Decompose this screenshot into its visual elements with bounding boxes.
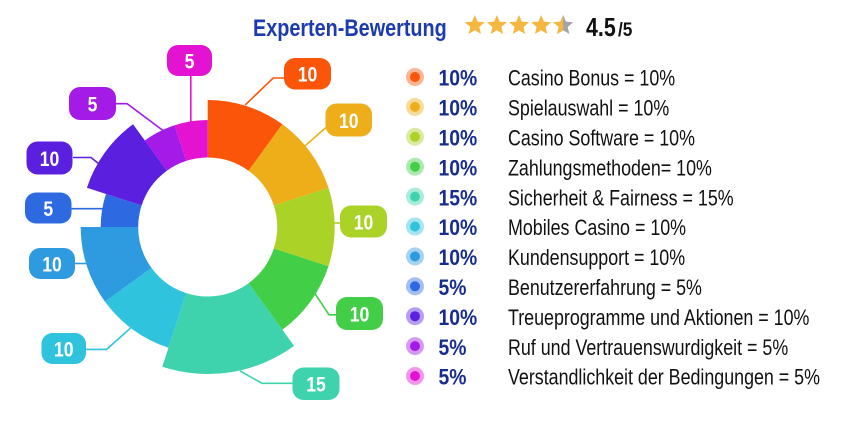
svg-text:10: 10 [42,253,62,277]
svg-text:Sicherheit & Fairness = 15%: Sicherheit & Fairness = 15% [508,187,734,211]
svg-text:10%: 10% [439,246,478,270]
svg-text:Experten-Bewertung: Experten-Bewertung [253,14,447,41]
svg-text:4.5: 4.5 [586,13,616,41]
svg-text:Ruf und Vertrauenswurdigkeit =: Ruf und Vertrauenswurdigkeit = 5% [508,336,788,360]
svg-text:15%: 15% [439,186,478,210]
svg-text:10: 10 [354,211,374,235]
svg-text:10: 10 [339,109,359,133]
svg-text:5%: 5% [439,276,467,300]
svg-text:10: 10 [350,303,370,327]
svg-text:Mobiles Casino = 10%: Mobiles Casino = 10% [508,217,686,241]
svg-text:Benutzererfahrung = 5%: Benutzererfahrung = 5% [508,276,702,300]
svg-text:Verstandlichkeit der Bedingung: Verstandlichkeit der Bedingungen = 5% [508,366,820,390]
svg-text:5: 5 [43,197,53,221]
svg-text:Casino Bonus = 10%: Casino Bonus = 10% [508,67,675,91]
svg-text:10%: 10% [439,306,478,330]
svg-text:10: 10 [54,338,74,362]
svg-text:10%: 10% [439,126,478,150]
svg-text:10: 10 [298,63,318,87]
svg-text:Zahlungsmethoden= 10%: Zahlungsmethoden= 10% [508,157,712,181]
svg-text:5: 5 [185,50,195,74]
svg-text:15: 15 [306,373,326,397]
svg-text:5%: 5% [439,366,467,390]
svg-text:Treueprogramme und Aktionen =: Treueprogramme und Aktionen = 10% [508,306,810,330]
svg-text:5%: 5% [439,336,467,360]
svg-text:5: 5 [88,93,98,117]
svg-text:10%: 10% [439,216,478,240]
svg-text:10%: 10% [439,96,478,120]
svg-text:10%: 10% [439,156,478,180]
svg-text:10%: 10% [439,67,478,91]
svg-text:10: 10 [40,147,60,171]
svg-text:/5: /5 [618,19,632,40]
svg-text:Spielauswahl = 10%: Spielauswahl = 10% [508,97,669,121]
svg-text:Kundensupport = 10%: Kundensupport = 10% [508,246,685,270]
svg-text:Casino Software = 10%: Casino Software = 10% [508,127,695,151]
